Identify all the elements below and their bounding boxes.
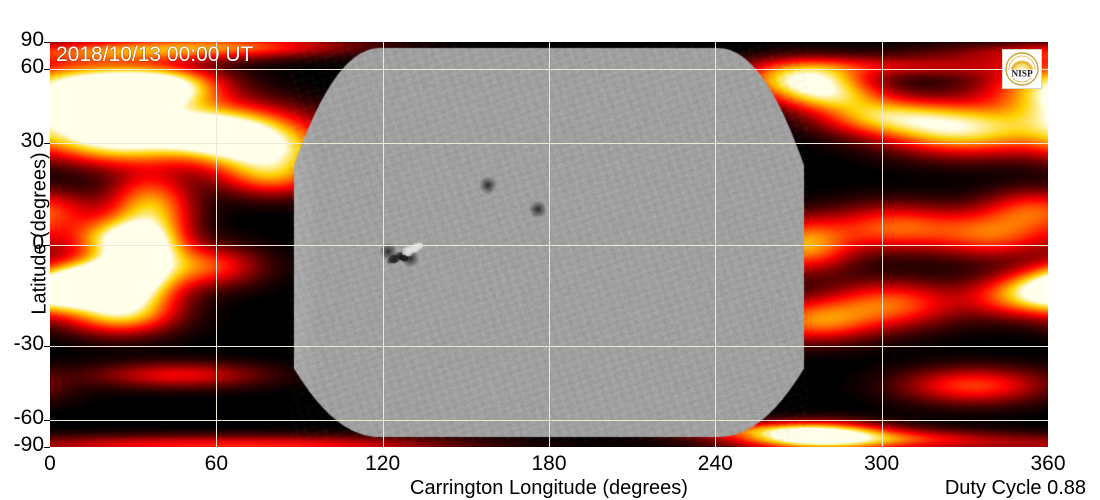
duty-cycle-label: Duty Cycle 0.88 <box>945 477 1086 500</box>
x-tick-label: 360 <box>1030 452 1065 476</box>
x-tick-label: 60 <box>205 452 228 476</box>
nisp-logo: NISP <box>1002 49 1042 89</box>
x-tick-label: 240 <box>698 452 733 476</box>
svg-text:NISP: NISP <box>1011 70 1033 80</box>
nisp-logo-icon: NISP <box>1003 50 1041 88</box>
plot-area: 2018/10/13 00:00 UT NISP <box>50 42 1048 447</box>
synoptic-map-image <box>50 42 1048 447</box>
x-axis-label: Carrington Longitude (degrees) <box>0 477 1098 500</box>
y-tick-mark <box>44 447 50 448</box>
solar-synoptic-map-figure: 2018/10/13 00:00 UT NISP 90 60 30 0 -30 -60 -9… <box>0 0 1100 500</box>
observation-timestamp: 2018/10/13 00:00 UT <box>56 43 253 67</box>
x-tick-label: 180 <box>531 452 566 476</box>
x-tick-label: 0 <box>44 452 56 476</box>
x-tick-label: 300 <box>864 452 899 476</box>
x-tick-label: 120 <box>365 452 400 476</box>
y-axis-label: Latitude (degrees) <box>29 24 52 444</box>
